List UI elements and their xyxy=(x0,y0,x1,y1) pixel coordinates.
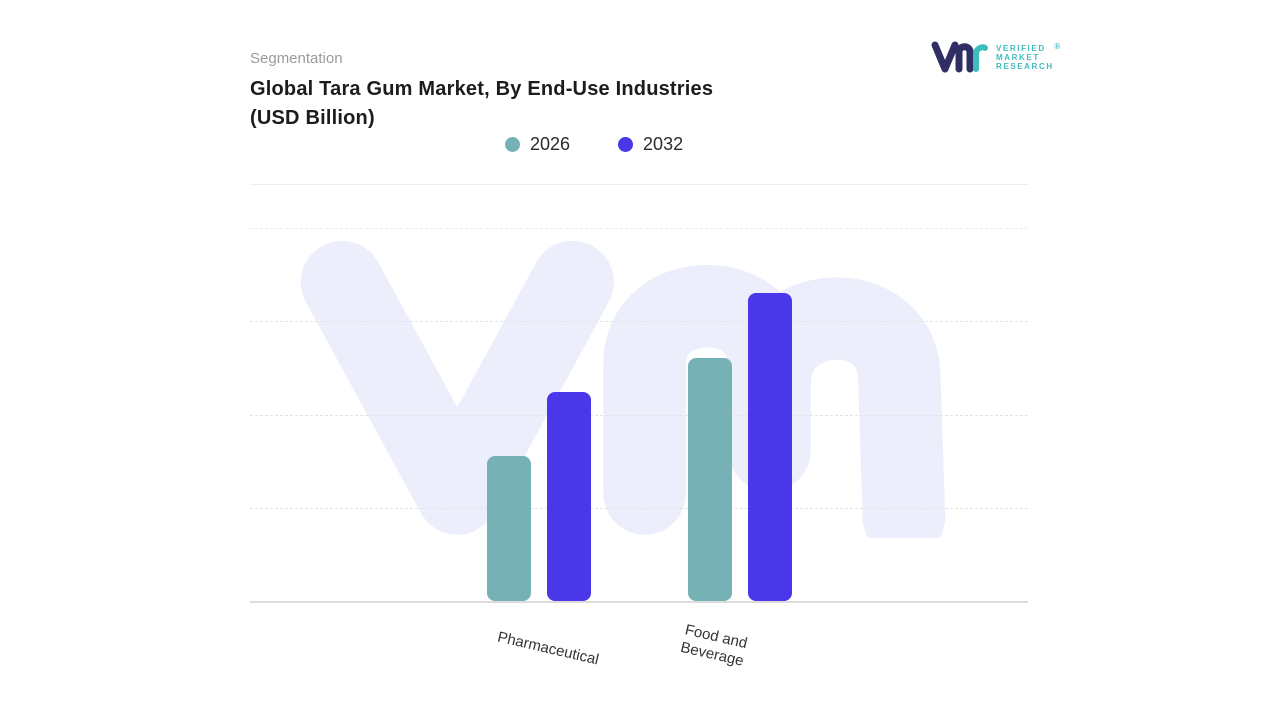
vmr-logo-icon xyxy=(931,41,988,73)
x-label-pharmaceutical: Pharmaceutical xyxy=(495,628,601,669)
legend-item-2032[interactable]: 2032 xyxy=(618,134,683,155)
legend-swatch-2032 xyxy=(618,137,634,152)
vmr-logo: VERIFIED MARKET RESEARCH ® xyxy=(930,38,1062,76)
bar-food-and-beverage-2026 xyxy=(688,357,732,601)
vmr-logo-line1: VERIFIED xyxy=(996,43,1046,53)
gridline-100 xyxy=(250,228,1028,229)
x-label-food-and-beverage: Food and Beverage xyxy=(678,621,749,670)
registered-trademark: ® xyxy=(1054,41,1062,51)
chart-title: Global Tara Gum Market, By End-Use Indus… xyxy=(250,75,850,133)
gridline-75 xyxy=(250,321,1028,323)
vmr-watermark-icon xyxy=(300,240,946,538)
legend-label-2032: 2032 xyxy=(643,134,684,154)
plot-area xyxy=(250,228,1028,603)
vmr-logo-line2: MARKET xyxy=(996,52,1040,62)
x-axis-labels: Pharmaceutical Food and Beverage xyxy=(250,618,1028,698)
legend-label-2026: 2026 xyxy=(530,134,571,154)
gridline-25 xyxy=(250,507,1028,509)
gridline-50 xyxy=(250,414,1028,416)
legend-swatch-2026 xyxy=(505,137,520,152)
bar-pharmaceutical-2032 xyxy=(547,392,591,601)
vmr-logo-text: VERIFIED MARKET RESEARCH ® xyxy=(996,41,1062,71)
chart-title-line2: (USD Billion) xyxy=(250,107,375,129)
header-divider xyxy=(250,184,1028,185)
segmentation-eyebrow: Segmentation xyxy=(250,50,343,67)
bar-food-and-beverage-2032 xyxy=(748,293,792,601)
chart-title-line1: Global Tara Gum Market, By End-Use Indus… xyxy=(250,78,714,100)
legend-item-2026[interactable]: 2026 xyxy=(505,134,570,155)
chart-legend: 2026 2032 xyxy=(505,134,683,155)
vmr-logo-line3: RESEARCH xyxy=(996,61,1054,71)
bar-pharmaceutical-2026 xyxy=(487,456,531,601)
